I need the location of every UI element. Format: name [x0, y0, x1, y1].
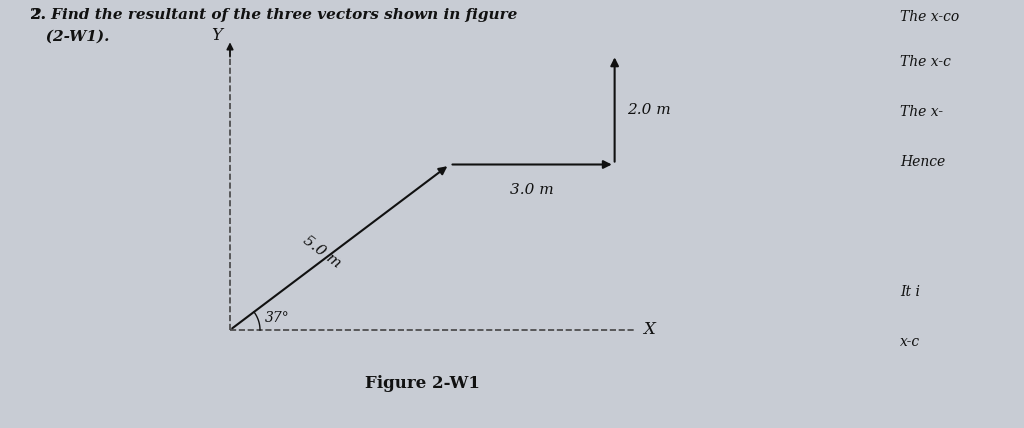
Text: x-c: x-c — [900, 335, 921, 349]
Text: Hence: Hence — [900, 155, 945, 169]
Text: (2-W1).: (2-W1). — [30, 30, 110, 44]
Text: 2.0 m: 2.0 m — [627, 102, 671, 116]
Text: The x-: The x- — [900, 105, 943, 119]
Text: X: X — [643, 321, 654, 339]
Text: Y: Y — [211, 27, 222, 44]
Text: 2. Find the resultant of the three vectors shown in figure: 2. Find the resultant of the three vecto… — [30, 8, 517, 22]
Text: 3.0 m: 3.0 m — [510, 182, 554, 196]
Text: Figure 2-W1: Figure 2-W1 — [365, 375, 480, 392]
Text: 37°: 37° — [265, 311, 290, 325]
Text: 5.0 m: 5.0 m — [300, 234, 343, 271]
Text: 2.: 2. — [30, 8, 46, 22]
Text: It i: It i — [900, 285, 920, 299]
Text: The x-co: The x-co — [900, 10, 959, 24]
Text: The x-c: The x-c — [900, 55, 951, 69]
